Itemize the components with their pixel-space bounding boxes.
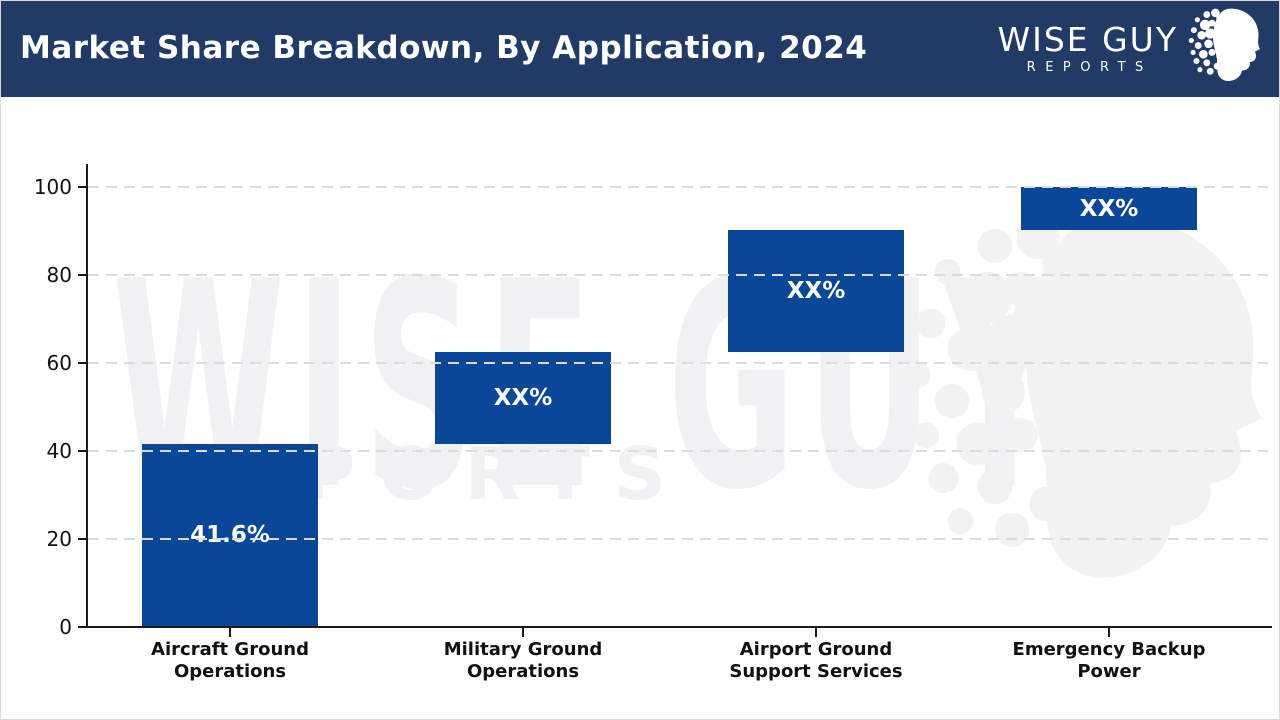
wise-guy-reports-logo: WISE GUY REPORTS: [997, 5, 1268, 93]
bar-value-label: XX%: [1079, 195, 1139, 222]
gridline-80: [88, 274, 1268, 276]
x-tick-mark-4: [1108, 628, 1110, 637]
y-tick-mark-40: [78, 450, 87, 452]
gridline-20: [88, 538, 1268, 540]
bar-3: XX%: [728, 230, 904, 352]
logo-subtitle: REPORTS: [1026, 60, 1153, 75]
logo-face-icon: [1188, 8, 1261, 81]
watermark-face-icon: [904, 215, 1262, 578]
x-category-label-line: Emergency Backup: [1012, 639, 1206, 660]
y-tick-mark-100: [78, 186, 87, 188]
logo-text: WISE GUY REPORTS: [997, 23, 1178, 75]
x-category-label: Emergency Backup Power: [959, 639, 1259, 683]
y-tick-mark-20: [78, 538, 87, 540]
gridline-60: [88, 362, 1268, 364]
y-tick-mark-0: [78, 626, 87, 628]
x-tick-mark-3: [815, 628, 817, 637]
x-category-label: Airport Ground Support Services: [666, 639, 966, 683]
y-tick-label: 80: [46, 263, 72, 287]
x-category-label-line: Military Ground: [443, 639, 603, 660]
y-tick-label: 100: [33, 175, 72, 199]
header-bar: Market Share Breakdown, By Application, …: [0, 0, 1280, 97]
bar-2: XX%: [435, 352, 611, 444]
bar-value-label: XX%: [493, 384, 553, 411]
y-tick-mark-60: [78, 362, 87, 364]
y-tick-label: 20: [46, 527, 72, 551]
x-axis-line: [86, 626, 1272, 628]
bar-4: XX%: [1021, 187, 1197, 231]
x-tick-mark-1: [229, 628, 231, 637]
gridline-40: [88, 450, 1268, 452]
bar-value-label: 41.6%: [190, 522, 270, 549]
bar-1: 41.6%: [142, 443, 318, 627]
x-category-label-line: Airport Ground: [739, 639, 893, 660]
y-tick-label: 40: [46, 439, 72, 463]
y-tick-label: 0: [59, 615, 72, 639]
x-category-label: Military Ground Operations: [373, 639, 673, 683]
bar-value-label: XX%: [786, 278, 846, 305]
gridline-100: [88, 186, 1268, 188]
x-tick-mark-2: [522, 628, 524, 637]
x-category-label-line: Operations: [173, 661, 287, 682]
x-category-label-line: Aircraft Ground: [151, 639, 309, 660]
x-category-label: Aircraft Ground Operations: [80, 639, 380, 683]
y-axis-line: [86, 164, 88, 628]
page-title: Market Share Breakdown, By Application, …: [20, 30, 868, 66]
x-category-label-line: Power: [1077, 661, 1141, 682]
x-category-label-line: Operations: [466, 661, 580, 682]
y-tick-label: 60: [46, 351, 72, 375]
logo-wordmark: WISE GUY: [997, 20, 1178, 59]
x-category-label-line: Support Services: [729, 661, 903, 682]
y-tick-mark-80: [78, 274, 87, 276]
